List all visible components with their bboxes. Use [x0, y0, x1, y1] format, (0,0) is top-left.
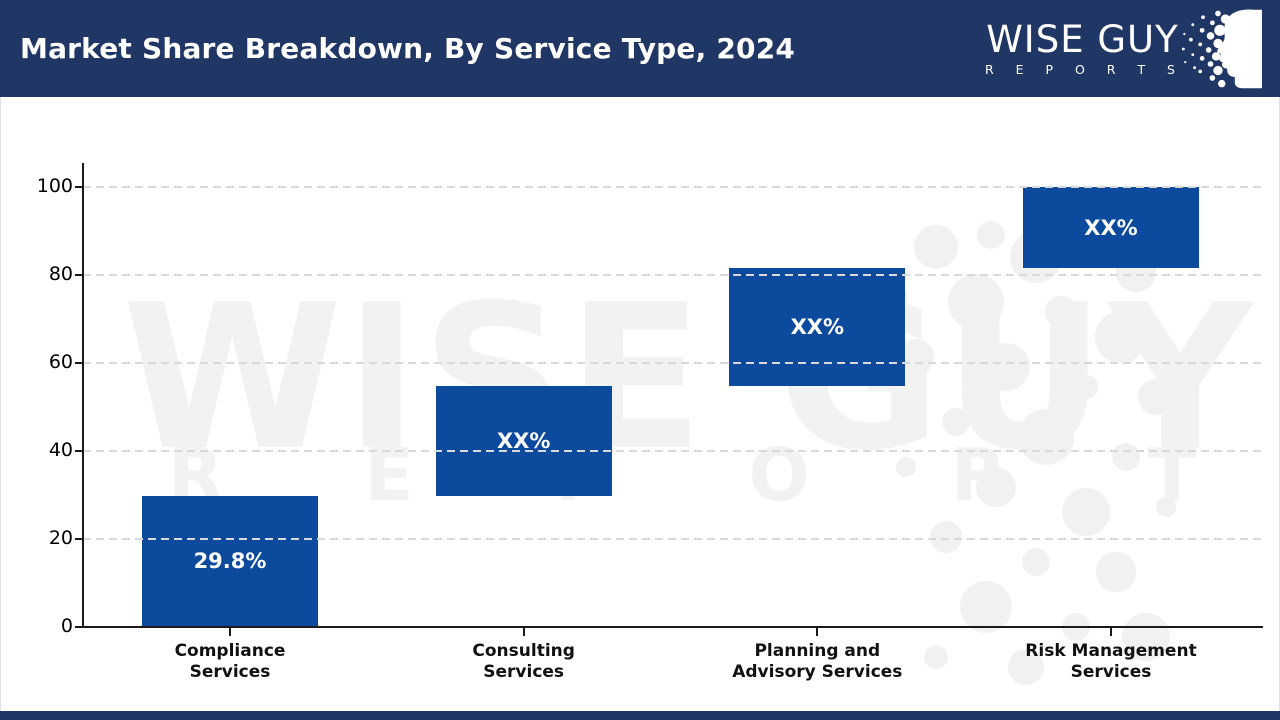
footer-bar [0, 711, 1280, 720]
category-label-compliance: Compliance Services [174, 641, 286, 683]
bar-value-label: XX% [790, 315, 845, 340]
logo-name-text: WISE GUY [986, 18, 1179, 62]
header-bar: Market Share Breakdown, By Service Type,… [0, 0, 1280, 97]
page-title: Market Share Breakdown, By Service Type,… [20, 32, 796, 65]
category-label-risk-management: Risk Management Services [1025, 641, 1197, 683]
logo-head-icon [1182, 9, 1262, 89]
x-axis-line [82, 626, 1263, 628]
bar-value-label: XX% [1084, 215, 1138, 240]
bar-consulting-services: XX% [435, 385, 612, 496]
y-axis-line [82, 163, 84, 628]
category-label-planning-advisory: Planning and Advisory Services [732, 641, 903, 683]
bar-value-label: XX% [496, 428, 551, 453]
bar-planning-advisory-services: XX% [729, 268, 906, 386]
category-label-consulting: Consulting Services [472, 641, 575, 683]
logo-wordmark: WISE GUY R E P O R T S [981, 18, 1184, 77]
logo: WISE GUY R E P O R T S [981, 6, 1266, 92]
bar-value-label: 29.8% [193, 549, 267, 574]
bar-risk-management-services: XX% [1023, 187, 1199, 269]
bar-compliance-services: 29.8% [142, 495, 318, 627]
logo-tagline-text: R E P O R T S [984, 61, 1184, 77]
